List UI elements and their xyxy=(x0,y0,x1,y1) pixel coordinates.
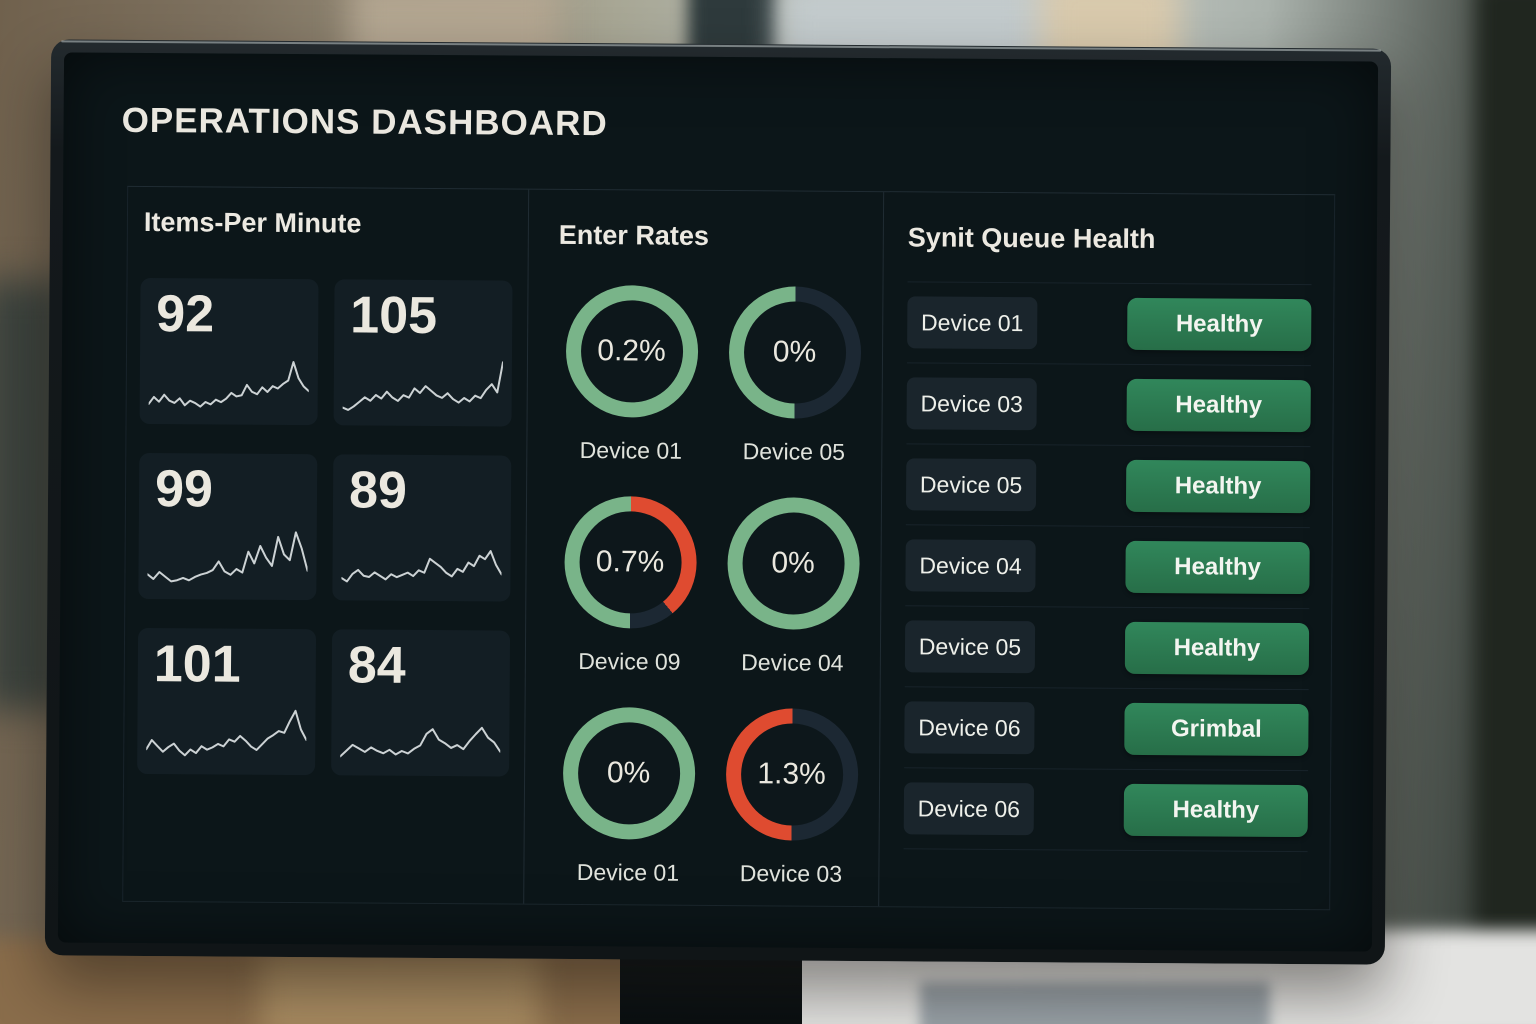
sparkline-chart xyxy=(146,709,307,757)
gauge-ring: 0.2% xyxy=(565,284,699,418)
dashboard-grid: Items-Per Minute 92 105 99 xyxy=(122,185,1336,911)
panel-items-per-minute: Items-Per Minute 92 105 99 xyxy=(123,187,528,904)
panel-title: Items-Per Minute xyxy=(143,206,362,239)
status-badge: Grimbal xyxy=(1124,702,1309,757)
gauge-device-label: Device 01 xyxy=(579,437,683,464)
metric-card: 89 xyxy=(332,454,512,602)
gauge: 0% Device 01 xyxy=(562,706,696,887)
sparkline-chart xyxy=(340,726,501,758)
desk-wood-blur xyxy=(260,950,540,1024)
gauge-ring: 0% xyxy=(562,706,696,840)
gauge: 0.7% Device 09 xyxy=(563,495,697,676)
metric-value: 92 xyxy=(156,285,215,344)
status-badge: Healthy xyxy=(1125,459,1311,514)
device-label-pill: Device 04 xyxy=(905,539,1036,593)
device-label-pill: Device 01 xyxy=(907,296,1038,350)
gauge-hole: 0% xyxy=(743,301,846,404)
device-label-pill: Device 06 xyxy=(904,701,1035,755)
device-label-pill: Device 06 xyxy=(903,782,1035,836)
status-badge: Healthy xyxy=(1123,783,1309,838)
status-badge: Healthy xyxy=(1124,621,1310,676)
status-badge: Healthy xyxy=(1127,297,1312,352)
gauge-hole: 0% xyxy=(741,512,845,615)
metric-value: 101 xyxy=(153,635,241,694)
queue-row: Device 05 Healthy xyxy=(904,606,1310,691)
status-badge: Healthy xyxy=(1126,378,1311,433)
gauge: 0% Device 05 xyxy=(728,286,862,466)
queue-row: Device 01 Healthy xyxy=(906,282,1312,367)
device-label-pill: Device 03 xyxy=(906,377,1037,431)
gauge-ring: 1.3% xyxy=(725,708,859,841)
gauge-value: 0% xyxy=(772,335,817,369)
gauge-grid: 0.2% Device 01 0% Device 05 xyxy=(546,284,882,888)
gauge-value: 0% xyxy=(606,756,651,790)
gauge-value: 1.3% xyxy=(757,757,826,791)
gauge-ring: 0% xyxy=(726,497,860,630)
gauge-device-label: Device 09 xyxy=(578,648,681,675)
queue-row: Device 06 Grimbal xyxy=(904,687,1309,772)
panel-queue-health: Synit Queue Health Device 01 Healthy Dev… xyxy=(878,192,1335,910)
gauge-value: 0% xyxy=(771,546,815,580)
metric-value: 84 xyxy=(347,636,406,695)
gauge-value: 0.7% xyxy=(595,545,665,579)
sparkline-chart xyxy=(342,361,504,411)
queue-row: Device 05 Healthy xyxy=(905,444,1311,529)
panel-title: Synit Queue Health xyxy=(907,222,1156,255)
metric-card: 84 xyxy=(331,629,511,777)
queue-row: Device 04 Healthy xyxy=(905,525,1310,610)
page-title: OPERATIONS DASHBOARD xyxy=(121,100,608,144)
panel-enter-rates: Enter Rates 0.2% Device 01 xyxy=(523,189,884,907)
sparkline-chart xyxy=(148,361,310,408)
window-frame-blur xyxy=(1475,0,1536,960)
gauge-hole: 0.2% xyxy=(580,300,683,403)
metric-value: 105 xyxy=(350,286,438,346)
gauge: 0.2% Device 01 xyxy=(565,284,699,465)
metric-card: 101 xyxy=(137,627,317,776)
gauge: 1.3% Device 03 xyxy=(725,708,859,888)
gauge-device-label: Device 04 xyxy=(741,649,844,676)
metric-value: 89 xyxy=(348,461,408,520)
sparkline-chart xyxy=(147,531,308,583)
gauge-value: 0.2% xyxy=(597,334,666,368)
queue-row: Device 03 Healthy xyxy=(906,363,1311,448)
gauge-device-label: Device 03 xyxy=(739,860,843,887)
metric-card: 92 xyxy=(139,277,319,426)
gauge-hole: 1.3% xyxy=(740,723,843,826)
queue-row: Device 06 Healthy xyxy=(903,768,1309,853)
device-label-pill: Device 05 xyxy=(904,620,1036,674)
gauge-device-label: Device 05 xyxy=(742,438,846,465)
gauge-device-label: Device 01 xyxy=(576,859,680,886)
queue-rows: Device 01 Healthy Device 03 Healthy Devi… xyxy=(903,281,1312,853)
device-label-pill: Device 05 xyxy=(905,458,1037,512)
metric-value: 99 xyxy=(154,460,214,519)
gauge-ring: 0.7% xyxy=(563,495,697,629)
metric-card: 99 xyxy=(138,452,318,601)
gauge-hole: 0.7% xyxy=(578,511,682,614)
desk-object-blur xyxy=(920,982,1270,1024)
gauge-ring: 0% xyxy=(728,286,862,419)
gauge: 0% Device 04 xyxy=(726,497,860,677)
metric-cards: 92 105 99 89 xyxy=(137,277,513,777)
metric-card: 105 xyxy=(333,279,513,427)
screen: OPERATIONS DASHBOARD Items-Per Minute 92… xyxy=(57,52,1379,952)
panel-title: Enter Rates xyxy=(558,219,710,251)
gauge-hole: 0% xyxy=(577,722,680,825)
monitor: OPERATIONS DASHBOARD Items-Per Minute 92… xyxy=(44,39,1392,965)
sparkline-chart xyxy=(341,550,502,583)
status-badge: Healthy xyxy=(1125,540,1310,595)
